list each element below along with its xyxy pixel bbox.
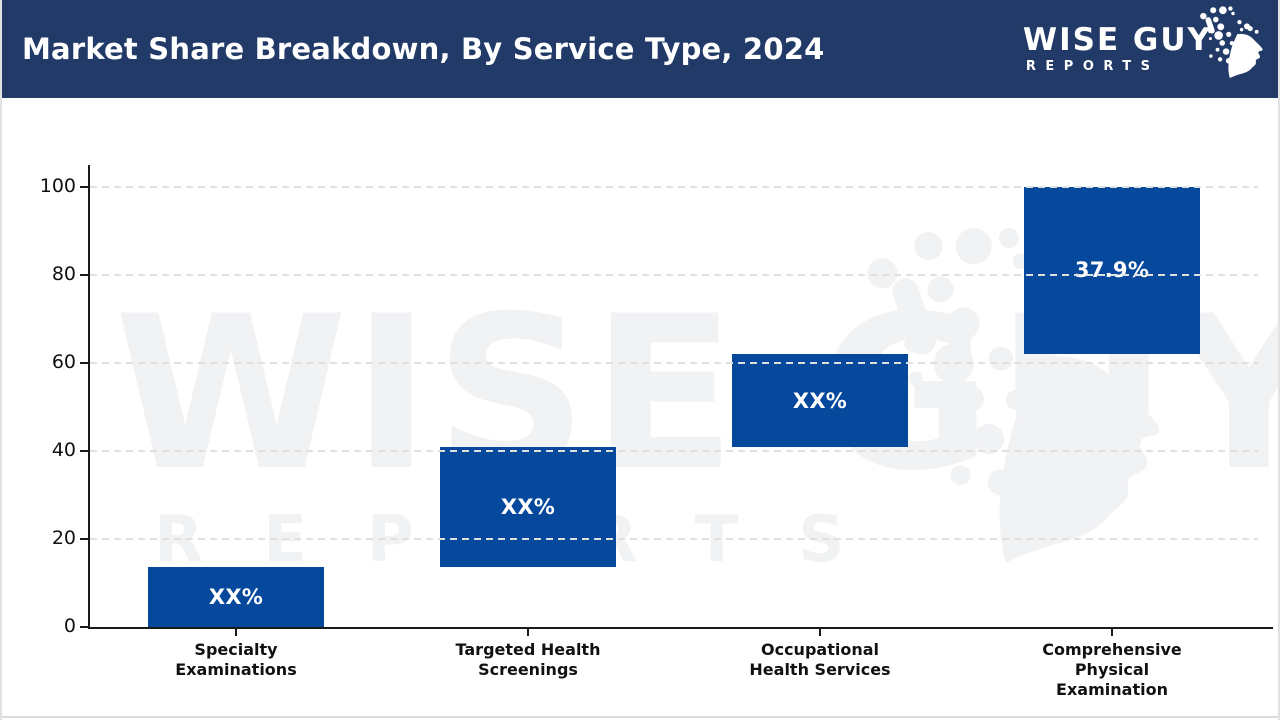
x-tick-label: Occupational Health Services (749, 640, 891, 679)
gridline (90, 186, 1258, 188)
y-tick-mark (80, 185, 88, 189)
face-profile-icon (1198, 6, 1268, 92)
bar-value-label: XX% (792, 388, 848, 413)
x-axis-line (87, 626, 1273, 629)
x-tick-label: Comprehensive Physical Examination (1042, 640, 1182, 699)
gridline (90, 538, 1258, 540)
y-tick-label: 60 (51, 351, 76, 373)
brand-logo: WISE GUY REPORTS (1023, 0, 1268, 98)
y-tick-label: 20 (51, 527, 76, 549)
y-tick-label: 40 (51, 439, 76, 461)
logo-wiseguy-text: WISE GUY (1022, 22, 1212, 59)
x-tick-label: Specialty Examinations (175, 640, 297, 679)
y-tick-mark (80, 361, 88, 365)
y-tick-label: 100 (39, 175, 76, 197)
x-tick-mark (234, 629, 238, 636)
brand-logo-text: WISE GUY REPORTS (1023, 24, 1212, 74)
bar: XX% (440, 447, 616, 568)
y-tick-mark (80, 537, 88, 541)
x-tick-mark (526, 629, 530, 636)
bar: XX% (732, 353, 908, 448)
y-tick-mark (80, 273, 88, 277)
gridline (90, 450, 1258, 452)
y-tick-mark (80, 625, 88, 629)
x-tick-mark (818, 629, 822, 636)
gridline (90, 362, 1258, 364)
y-tick-label: 0 (63, 615, 76, 637)
bar: XX% (148, 567, 324, 627)
bar-value-label: XX% (500, 495, 556, 520)
x-tick-label: Targeted Health Screenings (455, 640, 601, 679)
x-tick-mark (1110, 629, 1114, 636)
bar-value-label: XX% (208, 585, 264, 610)
gridline (90, 274, 1258, 276)
bar: 37.9% (1024, 187, 1200, 354)
bar-value-label: 37.9% (1074, 258, 1150, 283)
y-tick-label: 80 (51, 263, 76, 285)
page-title: Market Share Breakdown, By Service Type,… (22, 32, 825, 66)
y-axis-line (87, 165, 90, 629)
bottom-divider (2, 716, 1278, 718)
y-tick-mark (80, 449, 88, 453)
header-bar: Market Share Breakdown, By Service Type,… (2, 0, 1278, 98)
logo-reports-text: REPORTS (1025, 58, 1160, 74)
